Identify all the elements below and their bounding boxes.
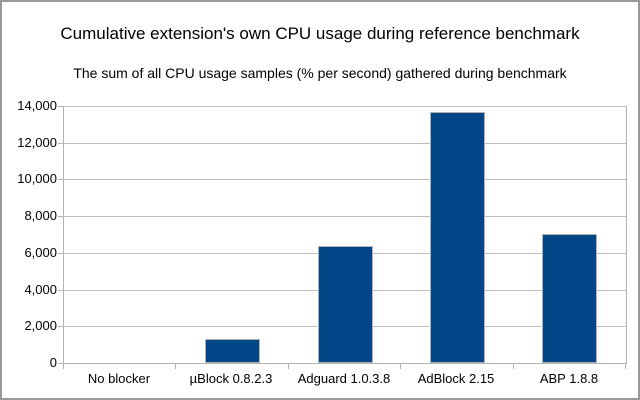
y-tick-mark xyxy=(58,106,63,107)
y-tick-mark xyxy=(58,216,63,217)
x-axis-category-label: µBlock 0.8.2.3 xyxy=(189,371,273,386)
plot-area xyxy=(63,106,627,364)
x-tick-mark xyxy=(63,364,64,369)
chart-subtitle: The sum of all CPU usage samples (% per … xyxy=(73,65,567,81)
y-axis-tick-label: 8,000 xyxy=(24,208,57,223)
x-tick-mark xyxy=(513,364,514,369)
y-axis-tick-label: 2,000 xyxy=(24,318,57,333)
y-gridline xyxy=(64,216,626,217)
bar-adblock-2-15 xyxy=(430,112,485,363)
y-tick-mark xyxy=(58,363,63,364)
x-axis-category-label: No blocker xyxy=(87,371,151,386)
y-tick-mark xyxy=(58,290,63,291)
y-tick-mark xyxy=(58,253,63,254)
y-axis-tick-label: 6,000 xyxy=(24,245,57,260)
bar--block-0-8-2-3 xyxy=(205,339,260,363)
x-tick-mark xyxy=(625,364,626,369)
y-tick-mark xyxy=(58,326,63,327)
y-gridline xyxy=(64,106,626,107)
x-tick-mark xyxy=(400,364,401,369)
y-gridline xyxy=(64,179,626,180)
y-tick-mark xyxy=(58,143,63,144)
x-axis-category-label: Adguard 1.0.3.8 xyxy=(297,371,391,386)
x-tick-mark xyxy=(288,364,289,369)
x-axis-category-label: AdBlock 2.15 xyxy=(417,371,495,386)
y-tick-mark xyxy=(58,179,63,180)
y-axis-tick-label: 4,000 xyxy=(24,282,57,297)
bar-adguard-1-0-3-8 xyxy=(318,246,373,363)
x-tick-mark xyxy=(175,364,176,369)
chart-title: Cumulative extension's own CPU usage dur… xyxy=(60,24,580,43)
y-axis-tick-label: 14,000 xyxy=(17,98,57,113)
y-gridline xyxy=(64,143,626,144)
y-axis-tick-label: 0 xyxy=(49,355,57,370)
y-axis-tick-label: 12,000 xyxy=(17,135,57,150)
y-axis-tick-label: 10,000 xyxy=(17,171,57,186)
x-axis-category-label: ABP 1.8.8 xyxy=(539,371,599,386)
bar-abp-1-8-8 xyxy=(542,234,597,363)
